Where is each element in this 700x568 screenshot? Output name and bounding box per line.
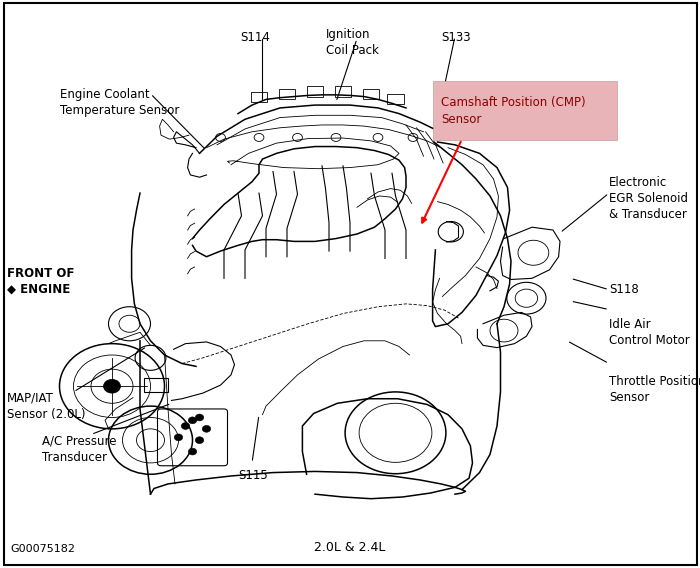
Text: Ignition
Coil Pack: Ignition Coil Pack [326,28,379,57]
Text: S118: S118 [609,283,638,296]
Circle shape [188,448,197,455]
Text: Throttle Position
Sensor: Throttle Position Sensor [609,375,700,404]
Text: Idle Air
Control Motor: Idle Air Control Motor [609,318,690,347]
Bar [251,92,267,102]
Text: MAP/IAT
Sensor (2.0L): MAP/IAT Sensor (2.0L) [7,392,85,421]
Circle shape [202,425,211,432]
Text: FRONT OF
◆ ENGINE: FRONT OF ◆ ENGINE [7,267,74,296]
Circle shape [188,417,197,424]
Bar [363,89,379,99]
Circle shape [195,437,204,444]
Circle shape [181,423,190,429]
Circle shape [104,379,120,393]
Text: G00075182: G00075182 [10,544,76,554]
FancyBboxPatch shape [433,81,617,140]
Bar [335,86,351,97]
Circle shape [174,434,183,441]
Text: S115: S115 [238,469,267,482]
Text: A/C Pressure
Transducer: A/C Pressure Transducer [42,435,116,463]
Text: Electronic
EGR Solenoid
& Transducer: Electronic EGR Solenoid & Transducer [609,176,688,221]
Text: 2.0L & 2.4L: 2.0L & 2.4L [314,541,386,554]
Text: Camshaft Position (CMP)
Sensor: Camshaft Position (CMP) Sensor [441,96,586,126]
Bar [144,378,168,392]
Circle shape [195,414,204,421]
Text: Engine Coolant
Temperature Sensor: Engine Coolant Temperature Sensor [60,88,179,117]
Text: S133: S133 [441,31,470,44]
Text: S114: S114 [241,31,270,44]
Bar [387,94,404,104]
Bar [307,86,323,97]
Bar [279,89,295,99]
